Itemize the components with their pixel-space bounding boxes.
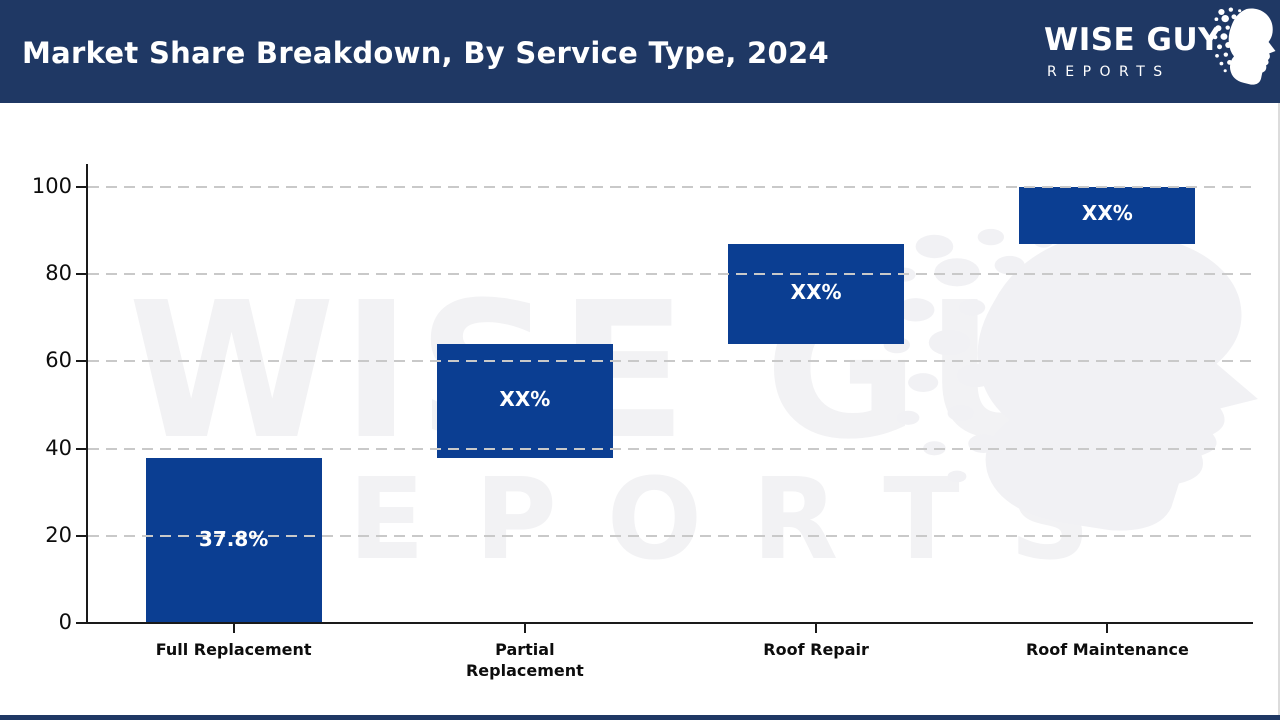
y-tick-60	[76, 360, 86, 363]
y-tick-20	[76, 534, 86, 537]
gridline-60	[88, 360, 1253, 363]
bar-3	[728, 243, 905, 344]
x-category-label: Full Replacement	[155, 640, 312, 659]
watermark-tagline: REPORTS	[212, 455, 1141, 585]
y-tick-label: 40	[45, 435, 72, 460]
y-tick-0	[76, 622, 86, 624]
y-tick-80	[76, 273, 86, 276]
footer-bar	[0, 715, 1280, 720]
gridline-80	[88, 273, 1253, 276]
x-category-label: Partial Replacement	[465, 640, 584, 680]
gridline-100	[88, 186, 1253, 188]
bar-2	[436, 343, 613, 459]
y-axis-line	[86, 164, 88, 624]
x-tick-4	[1106, 624, 1109, 633]
x-category-label: Roof Maintenance	[1025, 640, 1189, 659]
y-tick-100	[76, 186, 86, 188]
wise-guy-logo: WISE GUY REPORTS	[1028, 4, 1278, 100]
y-tick-label: 20	[45, 522, 72, 547]
y-tick-label: 60	[45, 348, 72, 373]
x-category-label: Roof Repair	[763, 640, 869, 659]
x-axis-line	[86, 622, 1253, 624]
logo-tagline: REPORTS	[1047, 64, 1171, 80]
x-tick-1	[232, 624, 235, 633]
page-title: Market Share Breakdown, By Service Type,…	[22, 36, 829, 70]
logo-wordmark: WISE GUY	[1044, 22, 1222, 58]
y-tick-40	[76, 447, 86, 450]
y-tick-label: 80	[45, 261, 72, 286]
bar-4	[1019, 187, 1196, 244]
header-bar: Market Share Breakdown, By Service Type,…	[0, 0, 1280, 103]
bar-value-label: XX%	[499, 387, 551, 412]
bar-1	[145, 458, 322, 623]
right-edge-line	[1278, 103, 1280, 715]
y-tick-label: 0	[58, 610, 72, 634]
gridline-40	[88, 447, 1253, 450]
bar-value-label: XX%	[1081, 201, 1133, 226]
chart-area: WISE GUY REPORTS 37.8% XX% XX% XX% 0 20 40 60 80…	[0, 103, 1280, 715]
x-tick-3	[815, 624, 818, 633]
gridline-20	[88, 534, 1253, 537]
bar-value-label: 37.8%	[198, 526, 269, 551]
bar-value-label: XX%	[790, 279, 842, 304]
x-tick-2	[523, 624, 526, 633]
y-tick-label: 100	[31, 174, 72, 198]
